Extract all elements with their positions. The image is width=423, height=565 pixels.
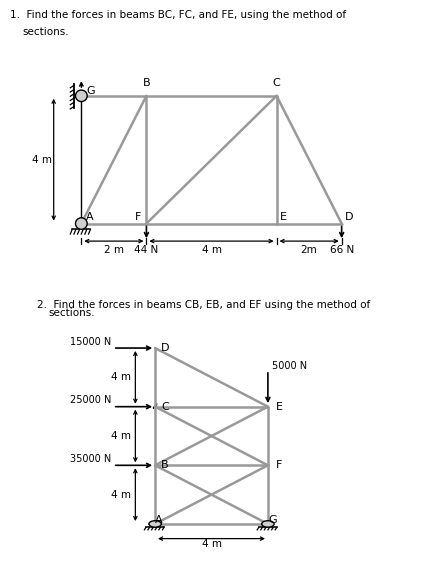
Text: 44 N: 44 N (134, 245, 159, 255)
Text: 66 N: 66 N (330, 245, 354, 255)
Text: 25000 N: 25000 N (70, 395, 111, 405)
Circle shape (75, 90, 87, 102)
Text: A: A (86, 212, 93, 222)
Text: E: E (280, 212, 287, 222)
Text: 2.  Find the forces in beams CB, EB, and EF using the method of: 2. Find the forces in beams CB, EB, and … (37, 299, 370, 310)
Text: B: B (161, 460, 169, 470)
Text: C: C (273, 78, 280, 88)
Text: F: F (276, 460, 282, 470)
Text: 1.  Find the forces in beams BC, FC, and FE, using the method of: 1. Find the forces in beams BC, FC, and … (10, 10, 346, 20)
Text: C: C (161, 402, 169, 412)
Circle shape (149, 521, 161, 527)
Circle shape (75, 218, 87, 229)
Text: G: G (86, 86, 95, 96)
Text: F: F (135, 212, 141, 222)
Text: 35000 N: 35000 N (70, 454, 111, 464)
Text: 4 m: 4 m (111, 431, 131, 441)
Text: 5000 N: 5000 N (272, 360, 307, 371)
Circle shape (262, 521, 274, 527)
Text: A: A (155, 515, 163, 524)
Text: 4 m: 4 m (111, 490, 131, 499)
Text: sections.: sections. (48, 308, 95, 319)
Text: 2m: 2m (301, 245, 318, 255)
Text: G: G (268, 515, 277, 524)
Text: D: D (161, 343, 170, 353)
Text: E: E (276, 402, 283, 412)
Text: B: B (143, 78, 150, 88)
Text: sections.: sections. (23, 27, 69, 37)
Text: 2 m: 2 m (104, 245, 124, 255)
Text: 4 m: 4 m (32, 155, 52, 164)
Text: 4 m: 4 m (111, 372, 131, 383)
Text: 4 m: 4 m (201, 539, 222, 549)
Text: 15000 N: 15000 N (70, 337, 111, 346)
Text: 4 m: 4 m (201, 245, 222, 255)
Text: D: D (345, 212, 353, 222)
